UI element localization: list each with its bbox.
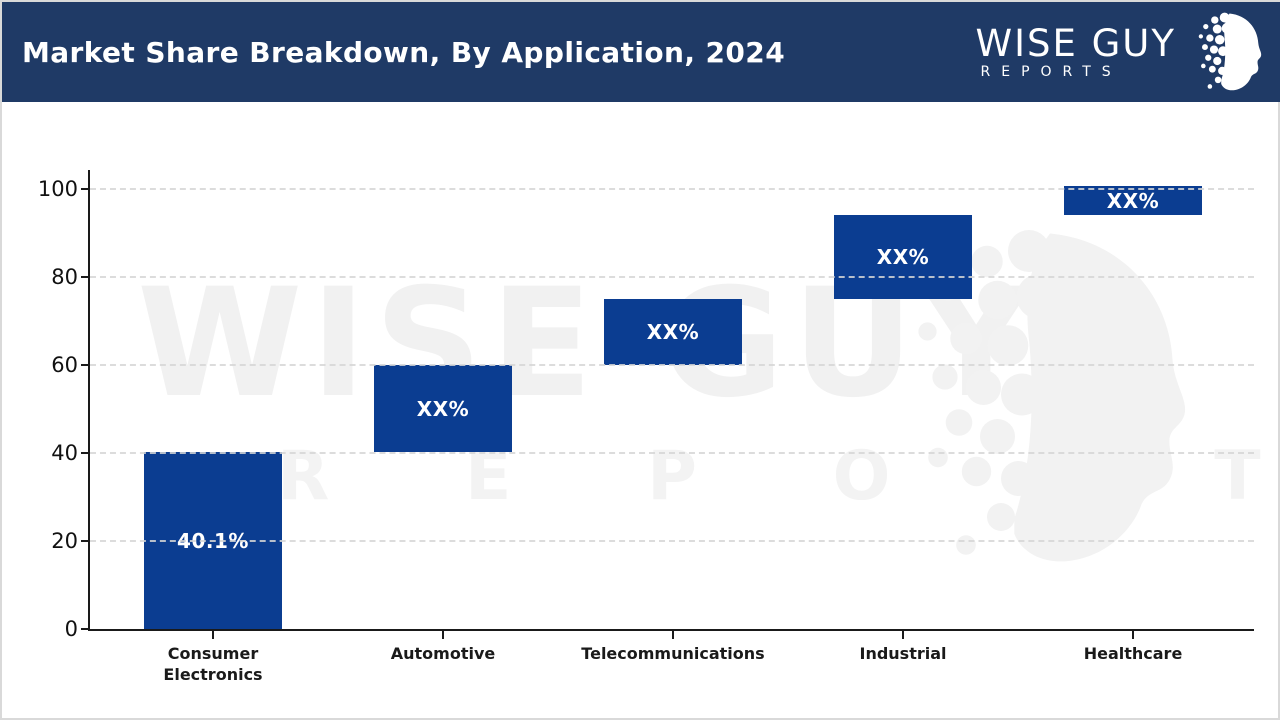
brand-name: WISE GUY	[975, 22, 1176, 65]
y-axis-tick-label-60: 60	[51, 352, 78, 377]
chart-title: Market Share Breakdown, By Application, …	[22, 35, 786, 69]
y-axis-tick-0	[81, 628, 90, 630]
gridline-60	[90, 363, 1254, 366]
y-axis-tick-label-0: 0	[64, 617, 78, 641]
y-axis-spine	[88, 170, 90, 631]
x-axis-label-consumer-electronics: Consumer Electronics	[163, 644, 263, 684]
y-axis-tick-100	[81, 187, 90, 190]
x-axis-label-telecommunications: Telecommunications	[581, 644, 765, 663]
bar-healthcare: XX%	[1064, 186, 1202, 215]
brand-logo-text: WISE GUY REPORTS	[976, 25, 1176, 79]
x-axis-tick-telecommunications	[672, 631, 674, 639]
x-axis-tick-healthcare	[1132, 631, 1134, 639]
x-axis-tick-automotive	[442, 631, 444, 639]
y-axis-tick-label-40: 40	[51, 440, 78, 465]
x-axis-tick-consumer-electronics	[212, 631, 214, 639]
x-axis-label-healthcare: Healthcare	[1083, 644, 1183, 663]
bar-value-label-industrial: XX%	[876, 244, 930, 269]
brand-logo: WISE GUY REPORTS	[976, 9, 1264, 95]
brand-face-icon	[1198, 12, 1262, 91]
x-axis-label-industrial: Industrial	[859, 644, 947, 663]
y-axis-tick-40	[81, 451, 90, 454]
x-axis-spine	[88, 629, 1254, 631]
gridline-100	[90, 187, 1254, 190]
brand-subtitle: REPORTS	[980, 64, 1122, 80]
bar-automotive: XX%	[374, 364, 512, 453]
x-axis-label-automotive: Automotive	[390, 644, 496, 663]
gridline-40	[90, 451, 1254, 454]
y-axis-tick-80	[81, 275, 90, 278]
bar-value-label-automotive: XX%	[416, 396, 470, 421]
y-axis-tick-label-100: 100	[37, 176, 78, 201]
gridline-20	[90, 539, 1254, 542]
plot-area: 0 20 40 60 80 100 40.1% Consumer Electronics XX% A…	[2, 102, 1280, 722]
y-axis-tick-20	[81, 539, 90, 542]
header-bar: Market Share Breakdown, By Application, …	[2, 2, 1280, 102]
bar-telecommunications: XX%	[604, 298, 742, 365]
x-axis-tick-industrial	[902, 631, 904, 639]
y-axis-tick-60	[81, 363, 90, 366]
bar-value-label-healthcare: XX%	[1106, 188, 1160, 213]
y-axis-tick-label-80: 80	[51, 264, 78, 289]
y-axis-tick-label-20: 20	[51, 528, 78, 553]
bar-value-label-telecommunications: XX%	[646, 319, 700, 344]
gridline-80	[90, 275, 1254, 278]
bar-industrial: XX%	[834, 214, 972, 299]
